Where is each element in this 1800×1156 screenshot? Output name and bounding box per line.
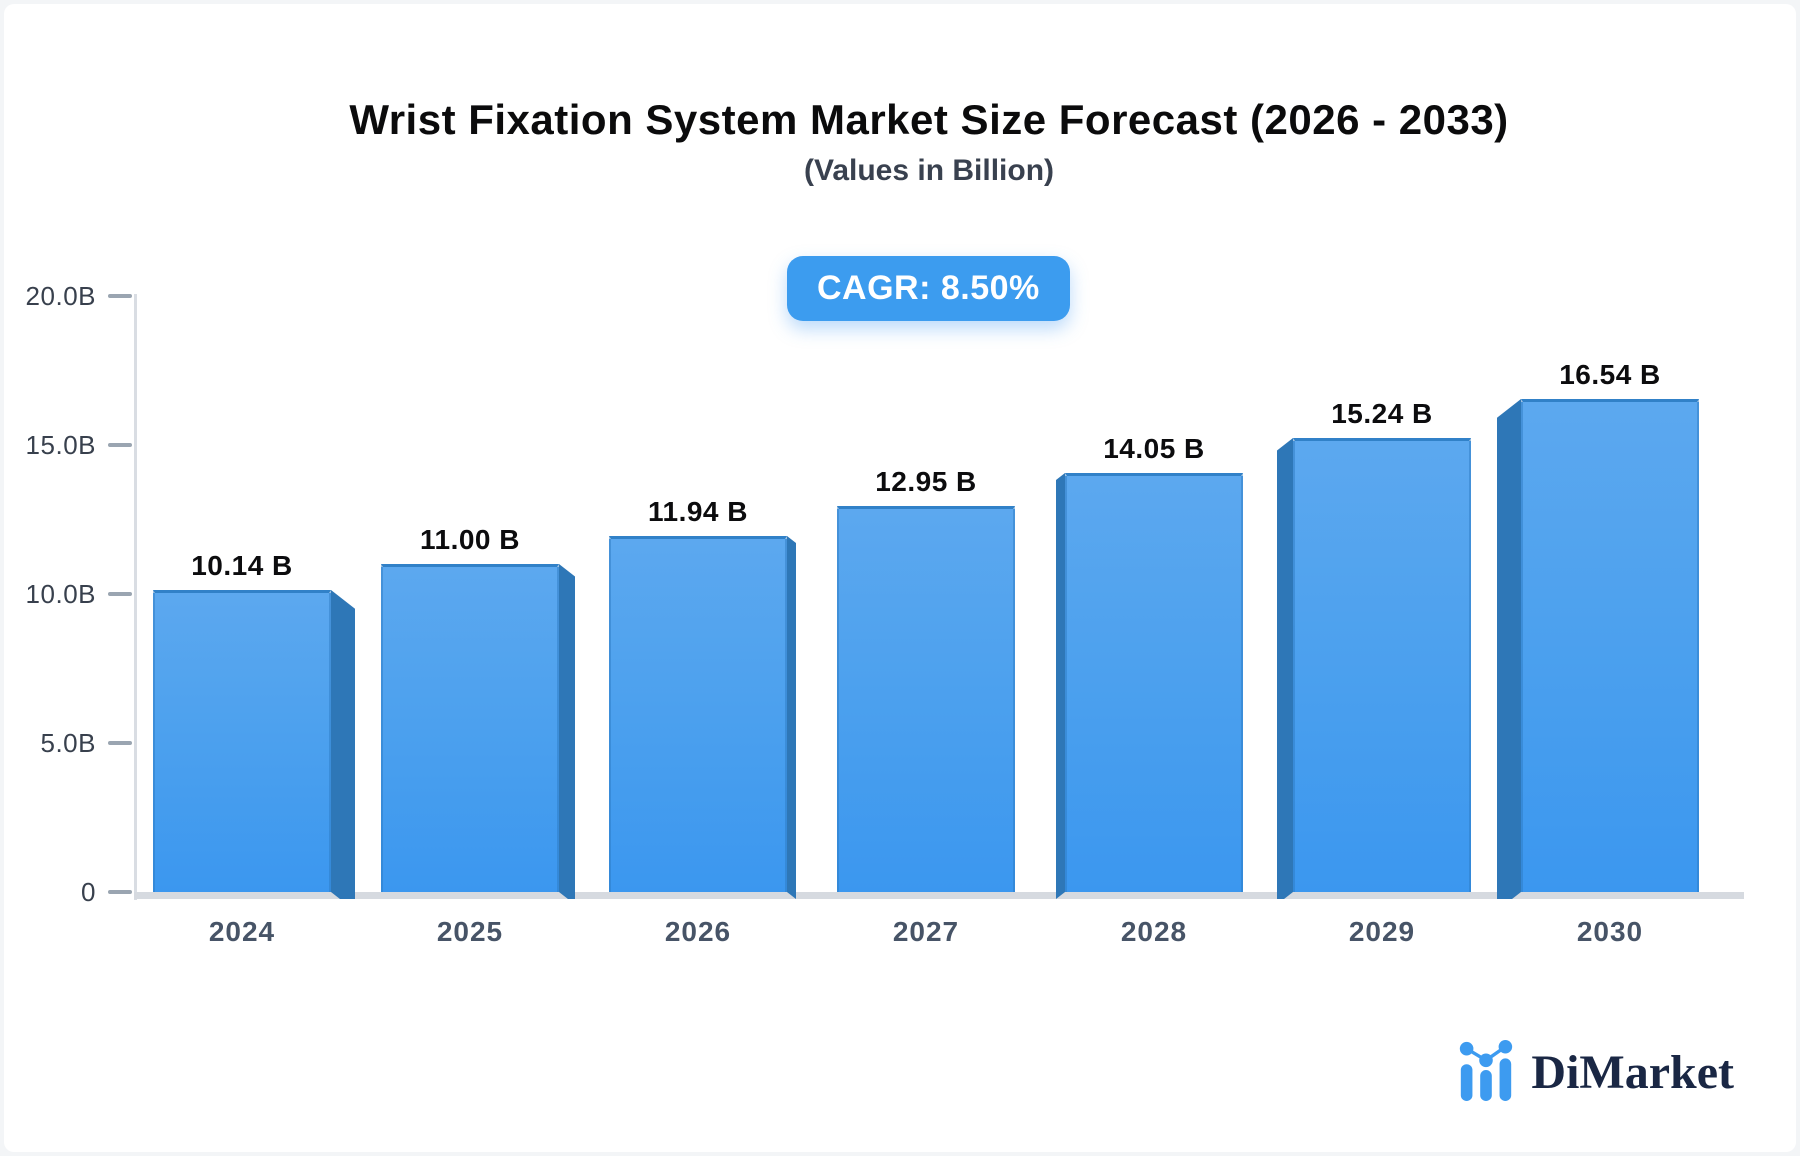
bar-value-label: 10.14 B [191, 550, 293, 581]
bar-value-label: 11.00 B [419, 524, 521, 555]
y-tick-label: 15.0B [25, 430, 96, 460]
x-category-label: 2028 [1120, 916, 1188, 947]
bar-value-label: 14.05 B [1103, 433, 1205, 464]
x-category-label: 2027 [892, 916, 960, 947]
bar-3d-side [1056, 473, 1065, 899]
bar-value-label: 16.54 B [1559, 359, 1661, 390]
y-axis-line [134, 294, 137, 900]
x-category-label: 2029 [1348, 916, 1416, 947]
bar-2026 [609, 536, 787, 892]
y-tick-mark [108, 890, 132, 894]
x-category-label: 2024 [208, 916, 276, 947]
bar-3d-side [331, 590, 355, 899]
y-tick-label: 20.0B [25, 281, 96, 311]
bar-chart-logo-icon [1455, 1039, 1517, 1106]
bar-3d-side [1277, 438, 1293, 899]
y-tick-label: 10.0B [25, 579, 96, 609]
brand-name: DiMarket [1531, 1046, 1734, 1099]
bar-2024 [153, 590, 331, 892]
brand-logo: DiMarket [1455, 1039, 1734, 1106]
y-tick-mark [108, 443, 132, 447]
x-category-label: 2025 [436, 916, 504, 947]
y-tick-mark [108, 294, 132, 298]
x-axis-line [134, 892, 1744, 899]
y-tick-label: 0 [81, 877, 96, 907]
bar-2028 [1065, 473, 1243, 892]
bar-3d-side [787, 536, 796, 899]
bar-2027 [837, 506, 1015, 892]
x-category-label: 2030 [1576, 916, 1644, 947]
bar-2025 [381, 564, 559, 892]
y-tick-label: 5.0B [40, 728, 96, 758]
cagr-badge: CAGR: 8.50% [787, 256, 1070, 321]
bar-3d-side [1497, 399, 1521, 899]
bars-layer: 10.14 B 11.00 B 11.94 B 12.95 B 14.05 B 15.24… [4, 4, 1796, 899]
bar-value-label: 12.95 B [875, 466, 977, 497]
chart-canvas: Wrist Fixation System Market Size Foreca… [4, 4, 1796, 1152]
bar-3d-side [559, 564, 575, 899]
bar-value-label: 15.24 B [1331, 398, 1433, 429]
bar-2030 [1521, 399, 1699, 892]
x-category-label: 2026 [664, 916, 732, 947]
chart-title: Wrist Fixation System Market Size Foreca… [349, 96, 1509, 143]
bar-2029 [1293, 438, 1471, 892]
chart-subtitle: (Values in Billion) [803, 154, 1055, 187]
y-tick-mark [108, 741, 132, 745]
bar-value-label: 11.94 B [647, 496, 749, 527]
y-tick-mark [108, 592, 132, 596]
